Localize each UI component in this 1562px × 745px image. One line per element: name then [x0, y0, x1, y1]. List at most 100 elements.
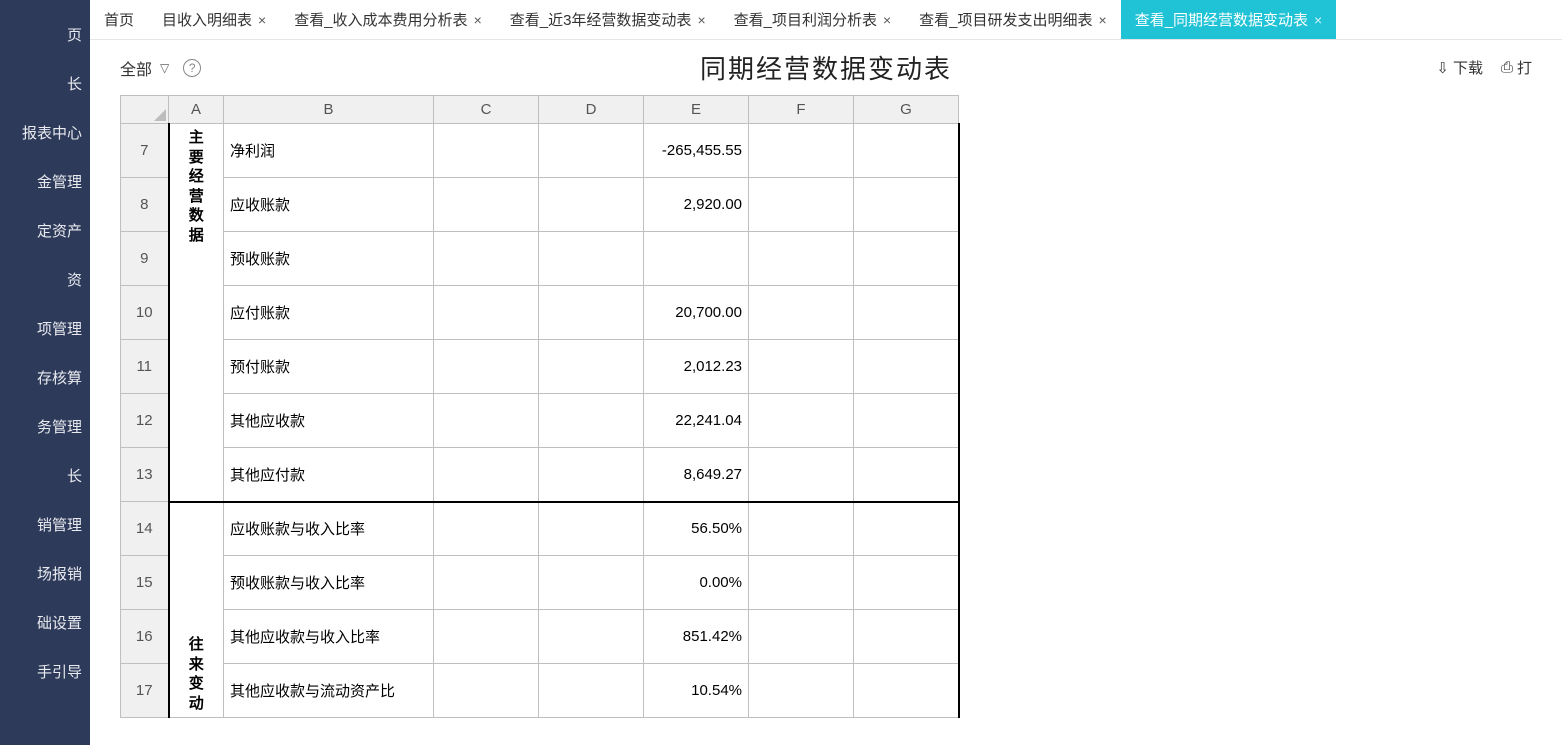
cell[interactable] [854, 664, 959, 718]
cell[interactable]: 其他应收款 [224, 394, 434, 448]
sidebar-item[interactable]: 资 [0, 255, 90, 304]
cell[interactable]: 应收账款与收入比率 [224, 502, 434, 556]
cell[interactable] [749, 178, 854, 232]
row-header[interactable]: 7 [121, 124, 169, 178]
cell[interactable]: 2,012.23 [644, 340, 749, 394]
row-header[interactable]: 9 [121, 232, 169, 286]
close-icon[interactable]: × [1314, 12, 1322, 28]
cell[interactable] [539, 502, 644, 556]
cell[interactable] [539, 340, 644, 394]
cell[interactable] [434, 610, 539, 664]
tab-active[interactable]: 查看_同期经营数据变动表× [1121, 0, 1337, 39]
cell[interactable] [749, 340, 854, 394]
cell[interactable] [854, 556, 959, 610]
cell[interactable]: 10.54% [644, 664, 749, 718]
sidebar-item[interactable]: 手引导 [0, 647, 90, 696]
cell[interactable] [749, 556, 854, 610]
cell[interactable] [539, 178, 644, 232]
cell[interactable] [749, 286, 854, 340]
cell[interactable] [539, 556, 644, 610]
cell[interactable] [434, 178, 539, 232]
print-button[interactable]: ⎙ 打 [1501, 57, 1532, 78]
sidebar-item[interactable]: 项管理 [0, 304, 90, 353]
cell[interactable] [434, 232, 539, 286]
row-header[interactable]: 14 [121, 502, 169, 556]
col-header[interactable]: E [644, 96, 749, 124]
cell[interactable] [749, 502, 854, 556]
col-header[interactable]: A [169, 96, 224, 124]
filter-dropdown[interactable]: 全部 ▽ ? [120, 56, 201, 80]
cell[interactable] [539, 610, 644, 664]
close-icon[interactable]: × [1099, 12, 1107, 28]
spreadsheet[interactable]: A B C D E F G 7 主要经营数据 净利润 -265,455.55 [90, 95, 1562, 745]
cell[interactable] [854, 448, 959, 502]
download-button[interactable]: ⇩ 下载 [1436, 57, 1483, 78]
cell[interactable] [854, 340, 959, 394]
tab-home[interactable]: 首页 [90, 0, 148, 39]
sidebar-item[interactable]: 长 [0, 59, 90, 108]
cell[interactable] [539, 124, 644, 178]
tab[interactable]: 目收入明细表× [148, 0, 280, 39]
sidebar-item[interactable]: 础设置 [0, 598, 90, 647]
cell[interactable]: 其他应收款与收入比率 [224, 610, 434, 664]
col-header[interactable]: D [539, 96, 644, 124]
cell[interactable] [539, 394, 644, 448]
cell[interactable] [434, 340, 539, 394]
cell[interactable] [434, 556, 539, 610]
cell[interactable] [854, 394, 959, 448]
cell[interactable] [854, 286, 959, 340]
cell[interactable]: 应付账款 [224, 286, 434, 340]
cell[interactable]: 56.50% [644, 502, 749, 556]
cell[interactable] [434, 448, 539, 502]
sidebar-item[interactable]: 报表中心 [0, 108, 90, 157]
cell[interactable]: 其他应付款 [224, 448, 434, 502]
row-header[interactable]: 11 [121, 340, 169, 394]
cell[interactable] [434, 394, 539, 448]
cell[interactable] [749, 610, 854, 664]
cell[interactable] [539, 286, 644, 340]
sidebar-item[interactable]: 金管理 [0, 157, 90, 206]
cell[interactable] [749, 394, 854, 448]
cell[interactable] [434, 502, 539, 556]
sidebar-item[interactable]: 存核算 [0, 353, 90, 402]
cell[interactable]: 应收账款 [224, 178, 434, 232]
select-all-corner[interactable] [121, 96, 169, 124]
sidebar-item[interactable]: 务管理 [0, 402, 90, 451]
cell[interactable] [434, 124, 539, 178]
cell[interactable] [854, 124, 959, 178]
cell[interactable]: 20,700.00 [644, 286, 749, 340]
cell[interactable]: 8,649.27 [644, 448, 749, 502]
cell[interactable]: 预收账款与收入比率 [224, 556, 434, 610]
cell[interactable]: 2,920.00 [644, 178, 749, 232]
row-header[interactable]: 16 [121, 610, 169, 664]
cell[interactable]: 净利润 [224, 124, 434, 178]
cell[interactable] [539, 664, 644, 718]
cell[interactable]: 其他应收款与流动资产比 [224, 664, 434, 718]
cell[interactable]: 851.42% [644, 610, 749, 664]
cell[interactable]: -265,455.55 [644, 124, 749, 178]
cell[interactable] [854, 178, 959, 232]
row-header[interactable]: 13 [121, 448, 169, 502]
row-header[interactable]: 10 [121, 286, 169, 340]
close-icon[interactable]: × [258, 12, 266, 28]
row-header[interactable]: 8 [121, 178, 169, 232]
cell[interactable] [749, 232, 854, 286]
sidebar-item[interactable]: 定资产 [0, 206, 90, 255]
cell[interactable] [854, 610, 959, 664]
sidebar-item[interactable]: 场报销 [0, 549, 90, 598]
sidebar-item[interactable]: 销管理 [0, 500, 90, 549]
tab[interactable]: 查看_收入成本费用分析表× [280, 0, 496, 39]
help-icon[interactable]: ? [183, 59, 201, 77]
cell[interactable] [854, 502, 959, 556]
cell[interactable]: 22,241.04 [644, 394, 749, 448]
sidebar-item[interactable]: 长 [0, 451, 90, 500]
col-header[interactable]: B [224, 96, 434, 124]
cell[interactable] [434, 664, 539, 718]
cell[interactable] [854, 232, 959, 286]
cell[interactable] [539, 232, 644, 286]
close-icon[interactable]: × [474, 12, 482, 28]
cell[interactable] [434, 286, 539, 340]
sidebar-item[interactable]: 页 [0, 10, 90, 59]
cell[interactable]: 0.00% [644, 556, 749, 610]
close-icon[interactable]: × [883, 12, 891, 28]
